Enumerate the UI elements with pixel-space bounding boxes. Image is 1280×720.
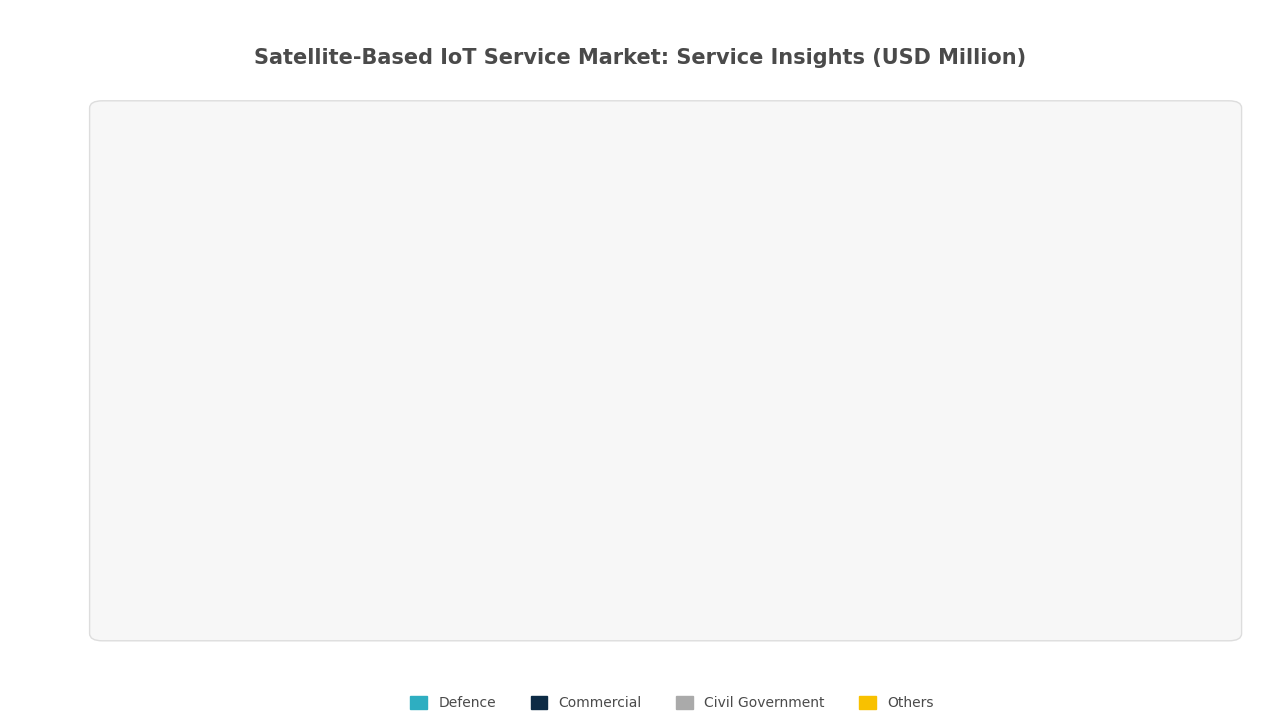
Bar — [232, 305, 329, 590]
Bar — [428, 456, 525, 590]
Bar — [329, 412, 428, 590]
Bar — [1015, 408, 1112, 590]
Bar — [721, 233, 819, 590]
Bar — [819, 349, 916, 590]
Bar — [525, 474, 623, 590]
Bar — [916, 403, 1015, 590]
Text: Satellite-Based IoT Service Market: Service Insights (USD Million): Satellite-Based IoT Service Market: Serv… — [253, 48, 1027, 68]
Legend: Defence, Commercial, Civil Government, Others: Defence, Commercial, Civil Government, O… — [403, 690, 941, 717]
